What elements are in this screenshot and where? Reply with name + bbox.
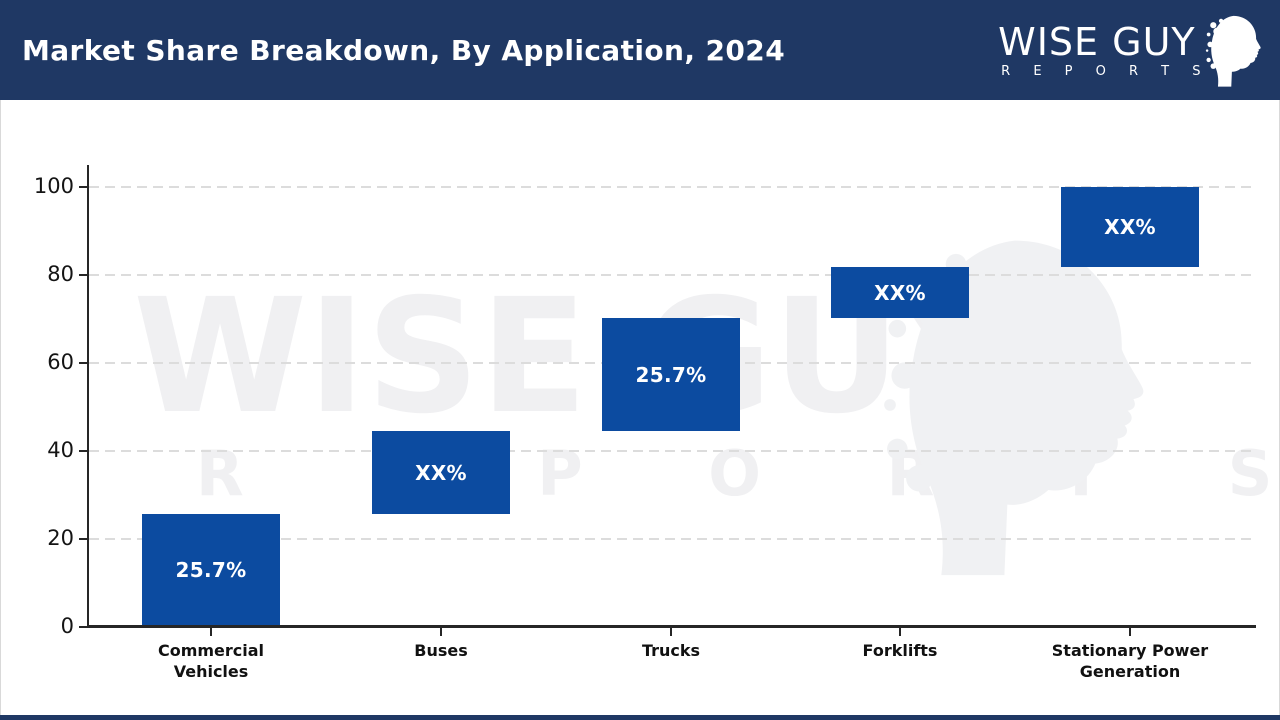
- bar-commercial-vehicles: 25.7%: [142, 513, 280, 627]
- x-tick-commercial-vehicles: [210, 628, 212, 636]
- x-tick-buses: [440, 628, 442, 636]
- y-tick-label-80: 80: [47, 262, 74, 286]
- logo-face-icon: [1205, 15, 1261, 87]
- x-tick-forklifts: [899, 628, 901, 636]
- logo-subtitle: R E P O R T S: [1001, 63, 1210, 79]
- bar-value-label-commercial-vehicles: 25.7%: [175, 558, 247, 583]
- logo-name: WISE GUY: [998, 19, 1196, 64]
- left-border: [0, 100, 1, 720]
- page-title: Market Share Breakdown, By Application, …: [22, 33, 786, 67]
- wise-guy-logo: WISE GUY R E P O R T S: [998, 10, 1280, 90]
- x-label-commercial-vehicles: Commercial Vehicles: [157, 641, 265, 681]
- footer-bar: [0, 715, 1280, 720]
- y-tick-label-60: 60: [47, 350, 74, 374]
- x-label-stationary-power-generation: Stationary Power Generation: [1051, 641, 1209, 681]
- y-tick-80: [79, 274, 87, 276]
- y-tick-20: [79, 538, 87, 540]
- x-label-forklifts: Forklifts: [862, 641, 938, 660]
- x-tick-trucks: [670, 628, 672, 636]
- x-label-buses: Buses: [414, 641, 468, 660]
- y-tick-0: [79, 626, 87, 628]
- y-tick-label-40: 40: [47, 438, 74, 462]
- x-label-trucks: Trucks: [641, 641, 701, 660]
- bar-trucks: 25.7%: [602, 318, 740, 432]
- header-bar: Market Share Breakdown, By Application, …: [0, 0, 1280, 100]
- gridline-80: [89, 274, 1254, 276]
- y-tick-60: [79, 362, 87, 364]
- x-axis-line: [87, 625, 1256, 628]
- gridline-100: [89, 186, 1254, 188]
- y-axis-line: [87, 165, 89, 627]
- gridline-40: [89, 450, 1254, 452]
- bar-value-label-stationary-power-generation: XX%: [1104, 215, 1156, 240]
- bar-stationary-power-generation: XX%: [1061, 187, 1199, 268]
- y-tick-40: [79, 450, 87, 452]
- gridline-20: [89, 538, 1254, 540]
- bar-value-label-trucks: 25.7%: [635, 362, 707, 387]
- bar-forklifts: XX%: [831, 267, 969, 319]
- y-tick-label-0: 0: [60, 614, 74, 638]
- bar-value-label-forklifts: XX%: [874, 280, 926, 305]
- bar-buses: XX%: [372, 431, 510, 514]
- y-tick-100: [79, 186, 87, 188]
- logo-text: WISE GUY R E P O R T S: [998, 23, 1210, 78]
- x-tick-stationary-power-generation: [1129, 628, 1131, 636]
- bar-value-label-buses: XX%: [415, 460, 467, 485]
- y-tick-label-20: 20: [47, 526, 74, 550]
- y-tick-label-100: 100: [33, 174, 74, 198]
